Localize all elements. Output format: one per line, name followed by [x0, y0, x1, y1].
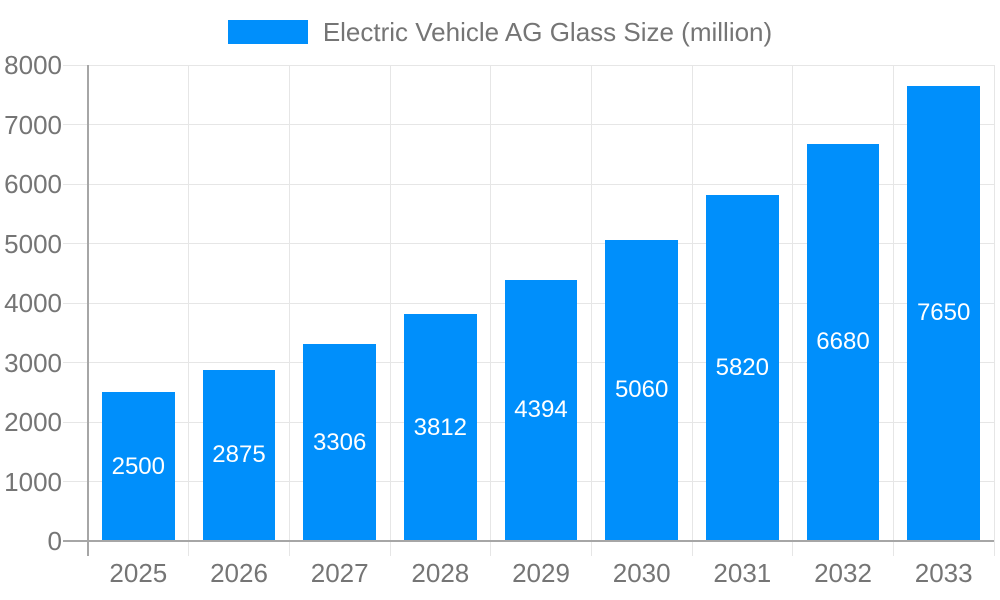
- bar[interactable]: 7650: [907, 85, 980, 541]
- bar[interactable]: 6680: [806, 143, 880, 541]
- x-gridline: [288, 65, 290, 556]
- bar[interactable]: 5820: [706, 194, 779, 541]
- bar[interactable]: 3306: [303, 344, 376, 541]
- y-axis-line: [87, 65, 89, 556]
- chart-legend[interactable]: Electric Vehicle AG Glass Size (million): [0, 17, 1000, 47]
- bar-value-label: 2500: [111, 452, 165, 480]
- y-gridline: [63, 124, 994, 125]
- x-gridline: [389, 65, 391, 556]
- x-gridline: [188, 65, 190, 556]
- legend-swatch-icon: [227, 20, 308, 44]
- y-axis-tick-label: 2000: [4, 407, 62, 437]
- x-gridline: [993, 65, 995, 556]
- bar[interactable]: 3812: [404, 314, 477, 541]
- bar-value-label: 5820: [715, 353, 769, 381]
- x-axis-tick-label: 2031: [713, 558, 772, 588]
- y-axis-tick-label: 1000: [4, 466, 62, 497]
- x-axis-tick-label: 2033: [914, 558, 973, 588]
- x-axis-tick-label: 2030: [612, 558, 671, 588]
- x-gridline: [792, 65, 794, 556]
- y-axis-tick-label: 3000: [4, 347, 62, 378]
- bar-value-label: 2875: [212, 441, 266, 469]
- x-gridline: [691, 65, 693, 556]
- bar-value-label: 3812: [413, 413, 467, 441]
- x-axis-tick-label: 2027: [310, 558, 369, 588]
- y-axis-tick-label: 6000: [4, 169, 62, 199]
- x-axis-tick-label: 2029: [512, 558, 570, 588]
- legend-label: Electric Vehicle AG Glass Size (million): [322, 16, 773, 47]
- bar-value-label: 7650: [916, 299, 971, 327]
- x-axis-tick-label: 2025: [109, 558, 168, 588]
- y-gridline: [63, 64, 994, 66]
- x-gridline: [490, 65, 492, 556]
- y-axis-tick-label: 0: [47, 526, 62, 556]
- bar-value-label: 5060: [614, 376, 669, 404]
- y-axis-tick-label: 4000: [4, 288, 62, 318]
- bar-value-label: 4394: [514, 396, 568, 424]
- bar-value-label: 6680: [816, 328, 870, 356]
- x-axis-tick-label: 2028: [411, 558, 470, 588]
- x-axis-tick-label: 2026: [210, 558, 268, 588]
- y-axis-tick-label: 5000: [4, 228, 62, 259]
- bar[interactable]: 4394: [504, 279, 578, 541]
- bar[interactable]: 2500: [102, 392, 175, 541]
- y-axis-tick-label: 8000: [4, 50, 62, 80]
- bar[interactable]: 5060: [605, 239, 678, 541]
- y-gridline: [63, 183, 994, 185]
- bar-value-label: 3306: [312, 428, 367, 456]
- y-gridline: [63, 243, 994, 244]
- x-axis-tick-label: 2032: [814, 558, 872, 588]
- x-gridline: [892, 65, 894, 556]
- x-gridline: [590, 65, 592, 556]
- y-axis-tick-label: 7000: [4, 109, 62, 140]
- bar[interactable]: 2875: [202, 369, 276, 541]
- x-axis-line: [63, 540, 994, 542]
